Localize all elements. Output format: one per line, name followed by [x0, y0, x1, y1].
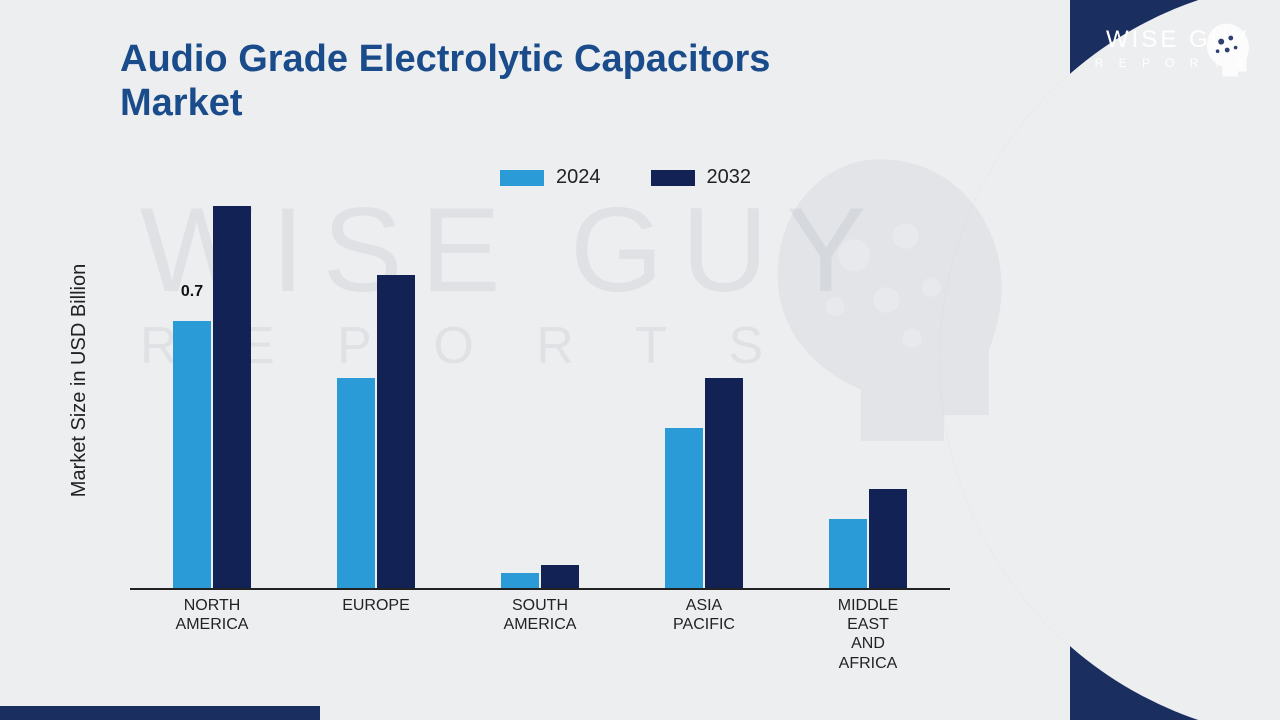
bar-2024 — [173, 321, 211, 588]
bottom-strip — [0, 706, 320, 720]
brand-logo: WISE GUY R E P O R T S — [1080, 26, 1250, 70]
plot-area: 0.7 — [130, 170, 950, 590]
x-axis-label: NORTHAMERICA — [137, 596, 287, 673]
bar-2024 — [337, 378, 375, 588]
bar-2032 — [705, 378, 743, 588]
brand-head-icon — [1196, 20, 1256, 80]
x-axis-label: SOUTHAMERICA — [465, 596, 615, 673]
bar-value-label: 0.7 — [181, 283, 203, 301]
chart: Market Size in USD Billion 2024 2032 0.7… — [70, 170, 970, 630]
bar-group: 0.7 — [137, 170, 287, 588]
x-axis-label: MIDDLEEASTANDAFRICA — [793, 596, 943, 673]
y-axis-label-text: Market Size in USD Billion — [69, 263, 92, 496]
bar-2024 — [501, 573, 539, 588]
bar-group — [301, 170, 451, 588]
bar-2024 — [829, 519, 867, 588]
bar-group — [465, 170, 615, 588]
x-axis-label: EUROPE — [301, 596, 451, 673]
bar-2032 — [541, 565, 579, 588]
x-axis-labels: NORTHAMERICAEUROPESOUTHAMERICAASIAPACIFI… — [130, 596, 950, 673]
bar-group — [793, 170, 943, 588]
x-axis-label: ASIAPACIFIC — [629, 596, 779, 673]
bar-group — [629, 170, 779, 588]
bar-2032 — [869, 489, 907, 588]
page-title: Audio Grade Electrolytic Capacitors Mark… — [120, 38, 900, 125]
stage: Audio Grade Electrolytic Capacitors Mark… — [0, 0, 1280, 720]
bar-2024 — [665, 428, 703, 588]
y-axis-label: Market Size in USD Billion — [70, 170, 90, 590]
bar-2032 — [377, 275, 415, 588]
bar-2032 — [213, 206, 251, 588]
bar-groups: 0.7 — [130, 170, 950, 588]
arc-cutout — [940, 0, 1280, 720]
